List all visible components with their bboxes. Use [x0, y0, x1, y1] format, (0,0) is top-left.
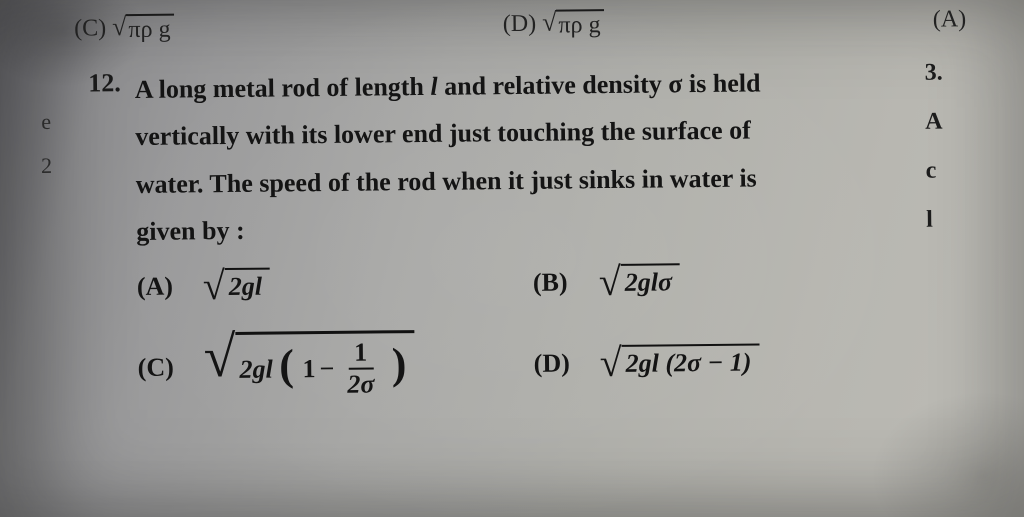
page-content: (C) √ πρ g (D) √ πρ g (A) e 2 12. [34, 5, 1000, 405]
option-b-expr: √ 2glσ [599, 263, 681, 300]
right-c: c [926, 157, 998, 185]
frag-left-expr: πρ g [126, 14, 174, 43]
option-c-frac-den: 2σ [341, 369, 380, 397]
radical-icon: √ [203, 268, 225, 304]
question-line-1: A long metal rod of length l and relativ… [135, 58, 915, 113]
option-d-label: (D) [533, 340, 581, 388]
previous-question-fragments: (C) √ πρ g (D) √ πρ g (A) [34, 5, 996, 55]
q-text-1b: and relative density σ is held [438, 68, 761, 100]
radical-icon: √ [542, 10, 557, 36]
option-b-inner: 2glσ [621, 263, 681, 298]
question-body: A long metal rod of length l and relativ… [135, 58, 928, 404]
option-c-one: 1 [302, 356, 315, 382]
option-b: (B) √ 2glσ [533, 255, 917, 306]
edge-2: 2 [35, 153, 57, 179]
option-a-expr: √ 2gl [203, 267, 271, 304]
left-edge-col: e 2 [35, 67, 58, 179]
option-a: (A) √ 2gl [137, 259, 521, 310]
answer-options: (A) √ 2gl (B) √ 2glσ ( [137, 255, 918, 403]
radical-icon: √ [600, 345, 622, 381]
question-row: e 2 12. A long metal rod of length l and… [35, 57, 1000, 405]
frag-right: (D) √ πρ g [503, 9, 605, 38]
frag-right-sqrt: √ πρ g [542, 9, 605, 38]
frag-right-label: (D) [503, 11, 537, 37]
option-c-label: (C) [137, 344, 185, 392]
radical-icon: √ [599, 264, 621, 300]
option-a-inner: 2gl [225, 267, 271, 301]
right-l: l [926, 206, 998, 234]
frag-edge: (A) [933, 6, 967, 33]
option-c-minus: − [319, 355, 334, 381]
option-b-label: (B) [533, 259, 581, 307]
option-c-frac-num: 1 [348, 339, 373, 369]
scanned-page: (C) √ πρ g (D) √ πρ g (A) e 2 12. [0, 0, 1024, 517]
option-d-inner: 2gl (2σ − 1) [621, 344, 759, 379]
frag-right-expr: πρ g [556, 9, 604, 38]
option-c-lead: 2gl [239, 354, 273, 383]
radical-icon: √ [203, 332, 235, 382]
question-line-4: given by : [136, 200, 916, 255]
option-c-paren-inner: 1 − 1 2σ [300, 339, 385, 398]
radical-icon: √ [112, 14, 127, 40]
frag-left: (C) √ πρ g [74, 14, 175, 43]
option-a-label: (A) [137, 263, 185, 311]
q-text-1a: A long metal rod of length [135, 72, 431, 104]
frag-left-label: (C) [74, 15, 106, 41]
option-c-expr: √ 2gl ( 1 − 1 2σ [203, 330, 414, 403]
option-c-inner: 2gl ( 1 − 1 2σ ) [235, 330, 415, 403]
option-c: (C) √ 2gl ( 1 − 1 [137, 329, 522, 404]
frag-left-sqrt: √ πρ g [112, 14, 175, 43]
question-line-3: water. The speed of the rod when it just… [136, 152, 916, 207]
option-d: (D) √ 2gl (2σ − 1) [533, 324, 918, 399]
right-a: A [925, 108, 997, 136]
next-q-num: 3. [925, 59, 997, 87]
rparen-icon: ) [392, 346, 407, 381]
lparen-icon: ( [279, 347, 294, 382]
edge-e: e [35, 109, 57, 135]
right-edge-col: 3. A c l [925, 57, 999, 234]
option-c-fraction: 1 2σ [341, 339, 381, 397]
option-d-expr: √ 2gl (2σ − 1) [600, 344, 760, 382]
question-line-2: vertically with its lower end just touch… [135, 105, 915, 160]
question-number: 12. [57, 66, 135, 99]
